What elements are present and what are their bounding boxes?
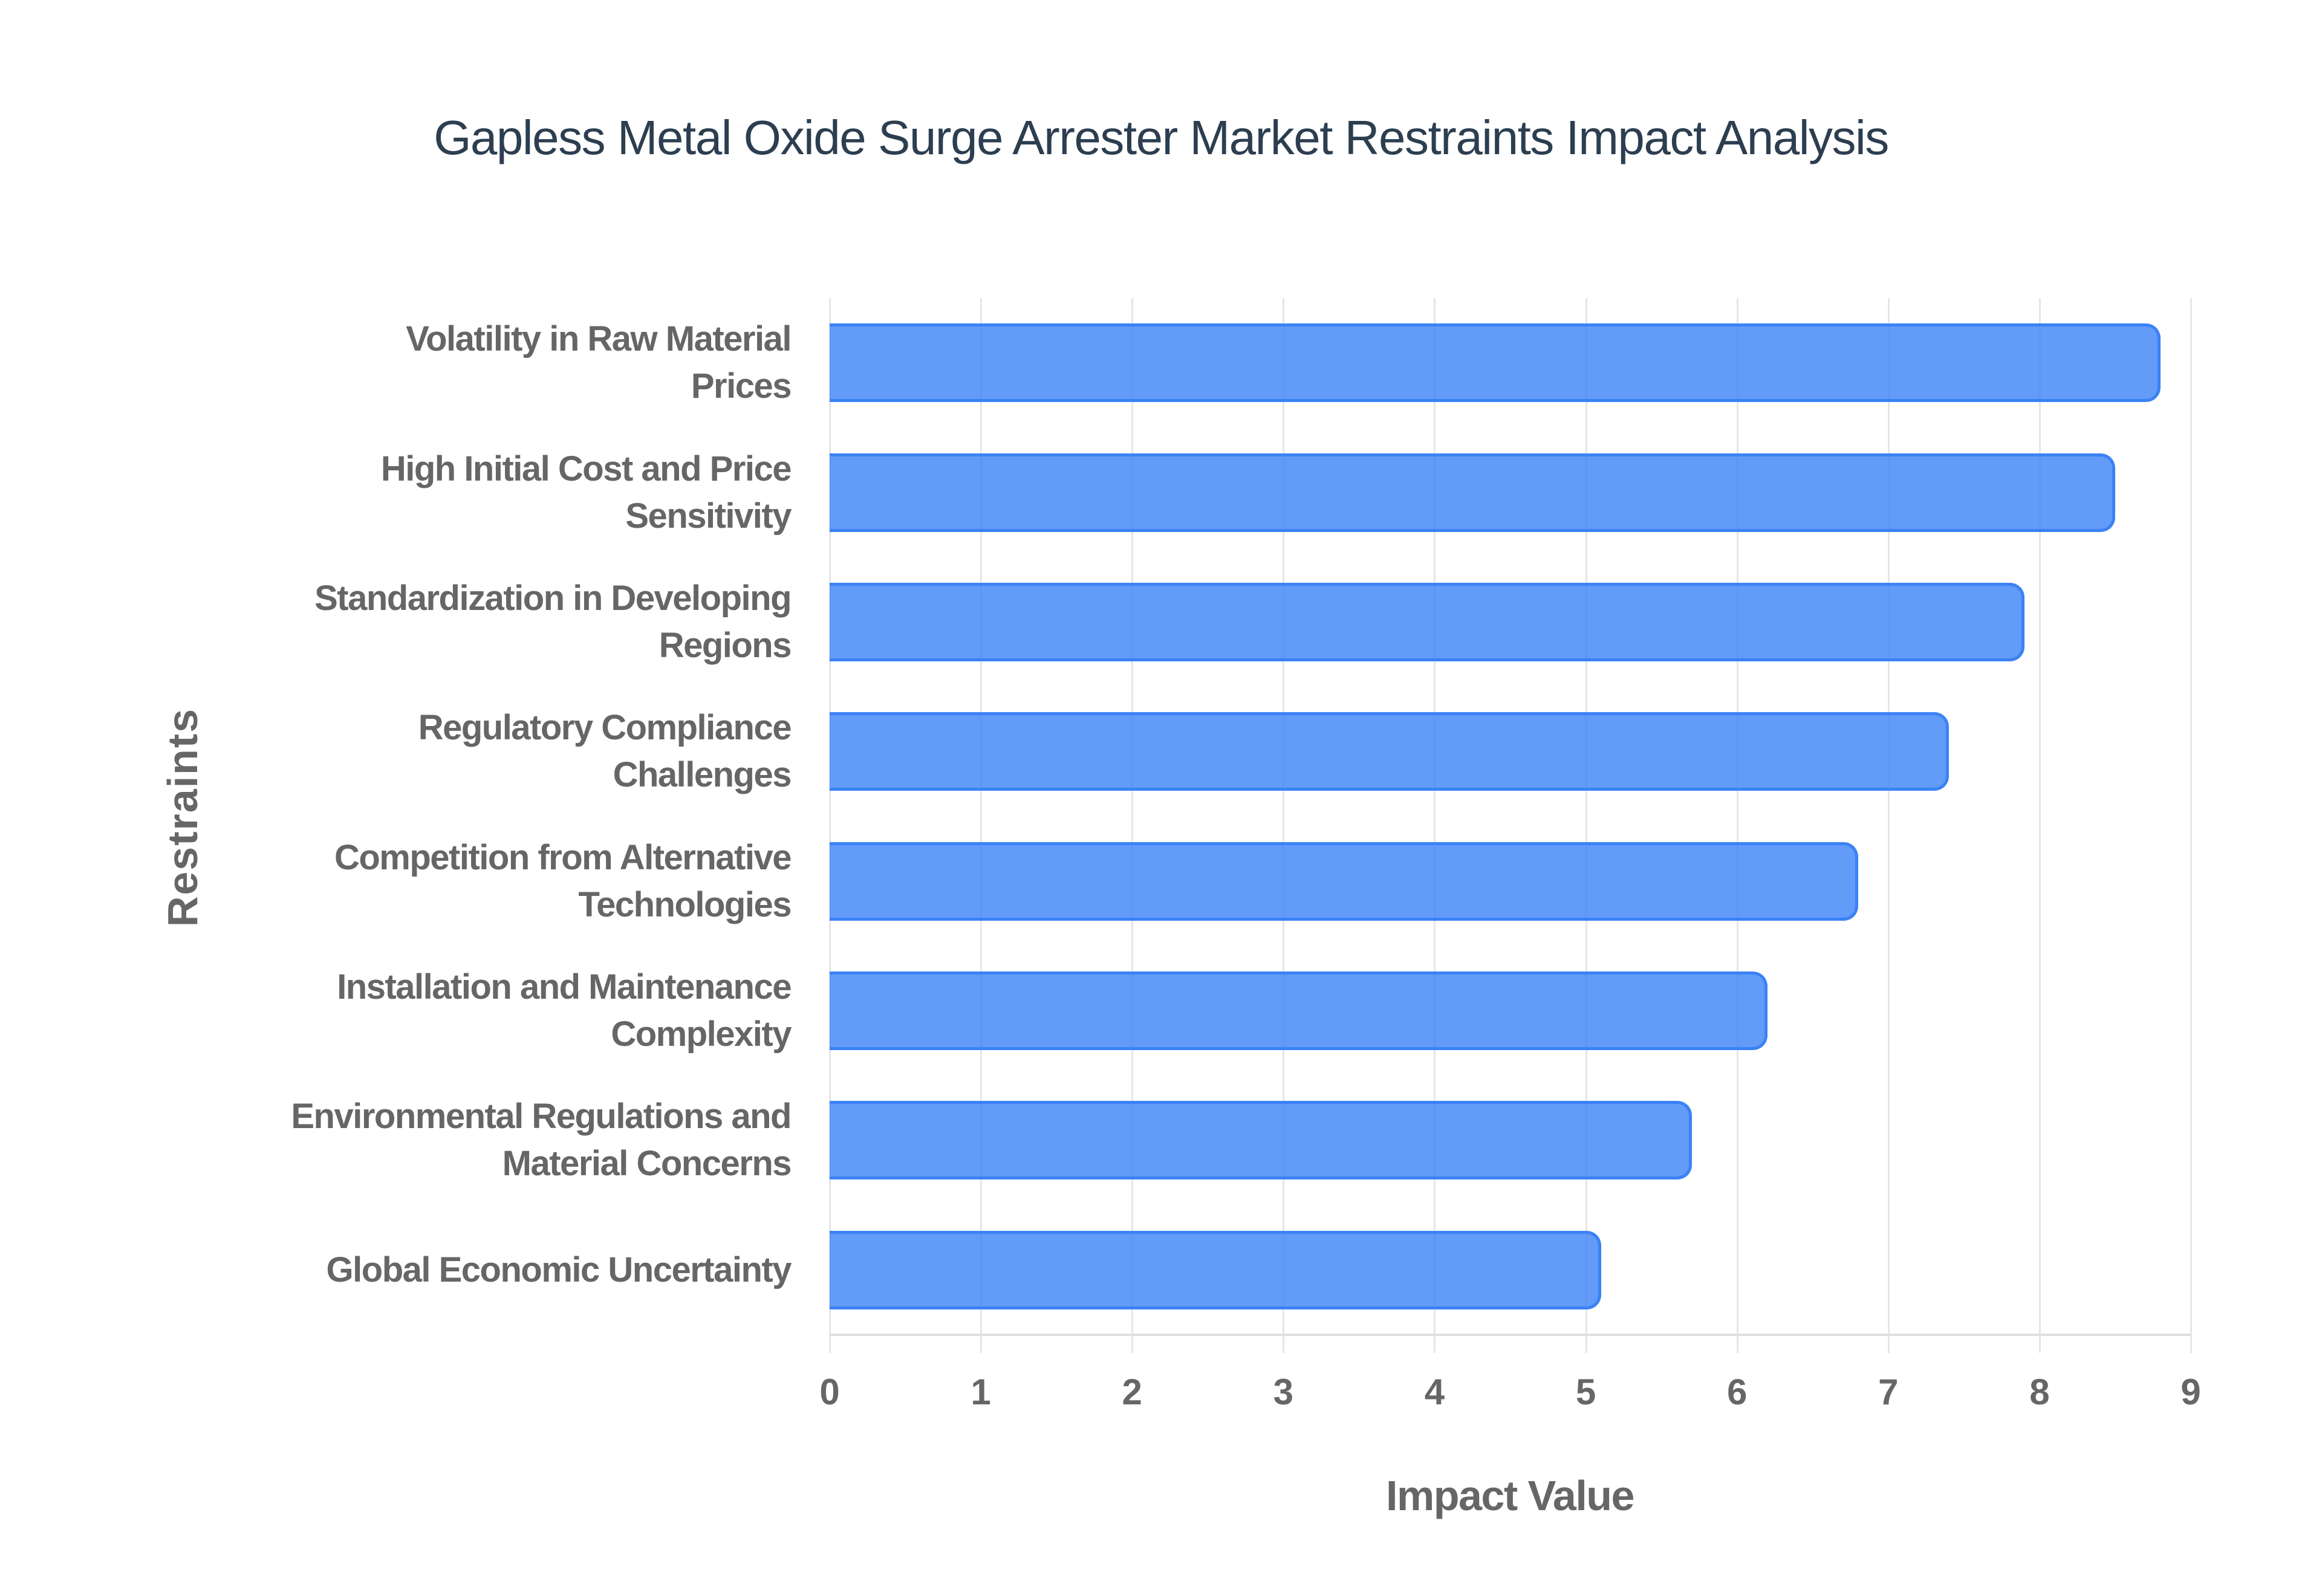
gridline [1585,298,1587,1353]
y-category-label: High Initial Cost and Price Sensitivity [186,446,792,540]
gridline [2038,298,2041,1353]
category-label-line: Sensitivity [625,496,792,536]
category-label-line: Prices [691,366,792,406]
x-tick-label: 9 [2181,1372,2201,1412]
x-tick-label: 4 [1424,1372,1445,1412]
chart-title: Gapless Metal Oxide Surge Arrester Marke… [434,111,1889,164]
category-label-line: Material Concerns [502,1144,792,1184]
y-category-label: Competition from Alternative Technologies [186,834,792,929]
y-category-label: Standardization in Developing Regions [186,575,792,669]
x-tick-label: 7 [1878,1372,1899,1412]
bar[interactable] [830,453,2115,532]
category-label-line: Technologies [578,884,792,924]
category-label-line: High Initial Cost and Price [380,449,792,488]
category-label-line: Installation and Maintenance [337,967,792,1007]
x-tick-label: 6 [1726,1372,1748,1412]
category-label-line: Challenges [613,755,792,795]
gridline [2190,298,2192,1353]
bar[interactable] [830,712,1949,791]
x-tick-label: 3 [1273,1372,1294,1412]
gridline [1887,298,1890,1353]
category-label-line: Complexity [611,1014,792,1054]
x-axis-line [830,1334,2191,1336]
category-label-line: Volatility in Raw Material [406,319,792,359]
bar[interactable] [830,1230,1601,1309]
x-tick-label: 0 [819,1372,840,1412]
bar[interactable] [830,842,1858,921]
x-tick-label: 1 [971,1372,991,1412]
x-tick-label: 5 [1575,1372,1596,1412]
category-label-line: Standardization in Developing [314,578,792,618]
category-label-line: Environmental Regulations and [291,1097,792,1137]
category-label-line: Competition from Alternative [334,837,792,877]
category-label-line: Global Economic Uncertainty [326,1250,792,1289]
x-axis-title: Impact Value [1386,1472,1634,1519]
gridline [1131,298,1134,1353]
y-category-label: Environmental Regulations and Material Co… [186,1093,792,1187]
x-tick-label: 8 [2029,1372,2050,1412]
plot-area [829,298,2192,1353]
y-category-label: Volatility in Raw Material Prices [186,316,792,410]
y-category-label: Installation and Maintenance Complexity [186,964,792,1058]
bar[interactable] [830,582,2024,661]
gridline [1434,298,1436,1353]
y-category-label: Regulatory Compliance Challenges [186,704,792,799]
bar[interactable] [830,1101,1692,1180]
gridline [829,298,831,1353]
bar[interactable] [830,972,1768,1051]
category-label-line: Regulatory Compliance [418,708,792,748]
category-label-line: Regions [659,625,792,665]
gridline [980,298,983,1353]
gridline [1736,298,1738,1353]
gridline [1283,298,1285,1353]
x-tick-label: 2 [1122,1372,1142,1412]
y-category-label: Global Economic Uncertainty [186,1247,792,1294]
bar[interactable] [830,323,2161,403]
